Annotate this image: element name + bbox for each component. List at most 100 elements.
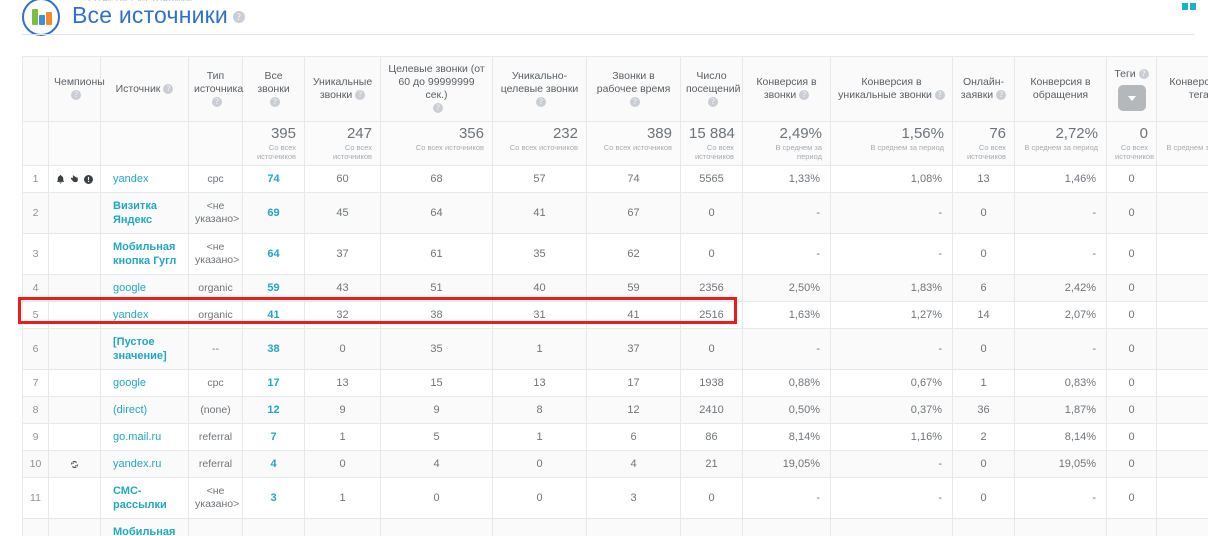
summary-caption: В среднем за период [870,143,944,152]
source-link[interactable]: go.mail.ru [113,431,162,443]
cell-tags: 0 [1106,477,1157,519]
table-row[interactable]: 7 google cpc 17 13 15 13 17 1938 0,88% 0,67% 1 0,83%… [22,369,1208,397]
cell-conv_uniq: 1,08% [830,165,953,193]
report-table-container[interactable]: Чемпионы? Источник? Тип источника? Все з… [22,56,1208,536]
help-icon-all-calls[interactable]: ? [270,96,280,107]
help-icon-visits[interactable]: ? [708,96,718,107]
summary-cell-conv_tags: -В среднем за период [1156,121,1208,166]
table-row[interactable]: 10 yandex.ru referral 4 0 4 0 4 21 19,05% -0 19,05%… [22,450,1208,478]
table-row[interactable]: 4 google organic 59 43 51 40 59 2356 2,50% 1,83% 6 2… [22,274,1208,302]
summary-value: 76 [989,125,1006,142]
col-header-conversion-requests[interactable]: Конверсия в обращения [1014,56,1107,122]
champions-cell [48,233,101,275]
all-calls-link[interactable]: 59 [267,282,280,294]
table-row[interactable]: 2 Визитка Яндекс <не указано> 69 45 64 41 67 0- -… [22,192,1208,234]
cell-uniq_target: 57 [492,165,587,193]
col-header-tags[interactable]: Теги? [1106,56,1157,122]
table-row[interactable]: 1 yandex cpc 74 60 68 57 74 5565 1,33% 1,08% 13 1,46… [22,165,1208,193]
cell-tags: 0 [1106,192,1157,234]
source-link[interactable]: google [113,377,147,389]
col-header-unique-calls[interactable]: Уникальные звонки? [304,56,381,122]
cell-target_calls: 64 [380,192,493,234]
col-header-all-calls[interactable]: Все звонки? [242,56,305,122]
help-icon-unique-calls[interactable]: ? [355,90,366,100]
all-calls-link[interactable]: 17 [267,377,280,389]
cell-conv_uniq: 0,67% [830,369,953,397]
exclamation-icon[interactable] [83,174,94,185]
all-calls-link[interactable]: 7 [270,431,277,443]
col-header-conversion-unique-calls[interactable]: Конверсия в уникальные звонки? [830,56,953,122]
summary-caption: Со всех источников [256,143,296,161]
source-link[interactable]: google [113,282,147,294]
table-row[interactable]: 3 Мобильная кнопка Гугл <не указано> 64 37 61… [22,233,1208,275]
cell-visits: 2516 [680,301,743,329]
summary-value: 395 [270,125,296,142]
all-calls-link[interactable]: 41 [267,309,280,321]
col-header-champions[interactable]: Чемпионы? [48,56,105,122]
col-header-source[interactable]: Источник? [100,56,189,122]
table-row[interactable]: 5 yandex organic 41 32 38 31 41 2516 1,63% 1,27% 14… [22,301,1208,329]
all-calls-link[interactable]: 12 [267,404,280,416]
cell-tags: 0 [1106,369,1157,397]
help-icon-target-calls[interactable]: ? [433,103,443,113]
all-calls-link[interactable]: 74 [267,173,280,185]
row-index: 10 [22,450,49,478]
cell-online: 36 [952,396,1015,424]
top-right-widget-icon[interactable] [1182,0,1200,10]
summary-cell-idx [22,121,49,166]
cell-uniq_calls: 13 [304,369,381,397]
help-icon-work-time-calls[interactable]: ? [630,96,640,107]
source-link[interactable]: yandex [113,309,149,321]
help-icon-conversion-calls[interactable]: ? [799,90,810,100]
col-header-unique-target-calls[interactable]: Уникально-целевые звонки? [492,56,587,122]
table-row[interactable]: 8 (direct) (none) 12 9 9 8 12 2410 0,50% 0,37% 36 1,… [22,396,1208,424]
source-type-cell: cpc [188,369,243,397]
source-type-cell: <не указано> [188,192,243,234]
col-header-conversion-tags[interactable]: Конверсия по тегам [1156,56,1208,122]
source-link[interactable]: yandex.ru [113,458,162,470]
col-header-visits[interactable]: Число посещений? [680,56,743,122]
hand-icon[interactable] [69,174,80,185]
source-link[interactable]: (direct) [113,404,148,416]
row-index: 1 [22,165,49,193]
cell-online: 14 [952,301,1015,329]
table-row[interactable]: 12Мобильная кнопка Общая<не указано>2211… [22,518,1208,536]
summary-caption: Со всех источников [966,143,1006,161]
cell-conv_tags: - [1156,328,1208,370]
table-row[interactable]: 9 go.mail.ru referral 7 1 5 1 6 86 8,14% 1,16% 2 8,1… [22,423,1208,451]
cell-conv_req: - [1014,192,1107,234]
col-header-source-type[interactable]: Тип источника? [188,56,243,122]
source-link[interactable]: [Пустое значение] [113,336,167,362]
source-link[interactable]: Мобильная кнопка Общая [113,526,176,536]
all-calls-link[interactable]: 4 [270,458,277,470]
col-header-online-requests[interactable]: Онлайн-заявки? [952,56,1015,122]
col-header-work-time-calls[interactable]: Звонки в рабочее время? [586,56,681,122]
all-calls-link[interactable]: 3 [270,492,277,504]
help-icon-source-type[interactable]: ? [212,96,222,107]
help-icon-conversion-unique-calls[interactable]: ? [934,90,945,100]
source-link[interactable]: Визитка Яндекс [113,200,157,226]
all-calls-link[interactable]: 38 [267,343,280,355]
cell-uniq_calls: 0 [304,328,381,370]
source-link[interactable]: СМС-рассылки [113,485,167,511]
page-title-help-icon[interactable]: ? [232,10,245,23]
help-icon-tags[interactable]: ? [1138,68,1149,79]
bell-icon[interactable] [55,174,66,185]
help-icon-champions[interactable]: ? [71,90,81,100]
help-icon-source[interactable]: ? [163,83,174,94]
all-calls-link[interactable]: 69 [267,207,280,219]
cell-conv_calls: 0,88% [742,369,831,397]
cell-conv_uniq: - [830,328,953,370]
refresh-icon[interactable] [69,459,80,470]
all-calls-link[interactable]: 64 [267,248,280,260]
source-link[interactable]: Мобильная кнопка Гугл [113,241,177,267]
col-header-target-calls[interactable]: Целевые звонки (от 60 до 99999999 сек.)? [380,56,493,122]
col-header-conversion-calls[interactable]: Конверсия в звонки? [742,56,831,122]
help-icon-online-requests[interactable]: ? [996,90,1007,100]
tags-filter-dropdown-button[interactable] [1117,84,1146,111]
help-icon-unique-target-calls[interactable]: ? [536,96,546,107]
source-link[interactable]: yandex [113,173,149,185]
cell-visits: 0 [680,192,743,234]
